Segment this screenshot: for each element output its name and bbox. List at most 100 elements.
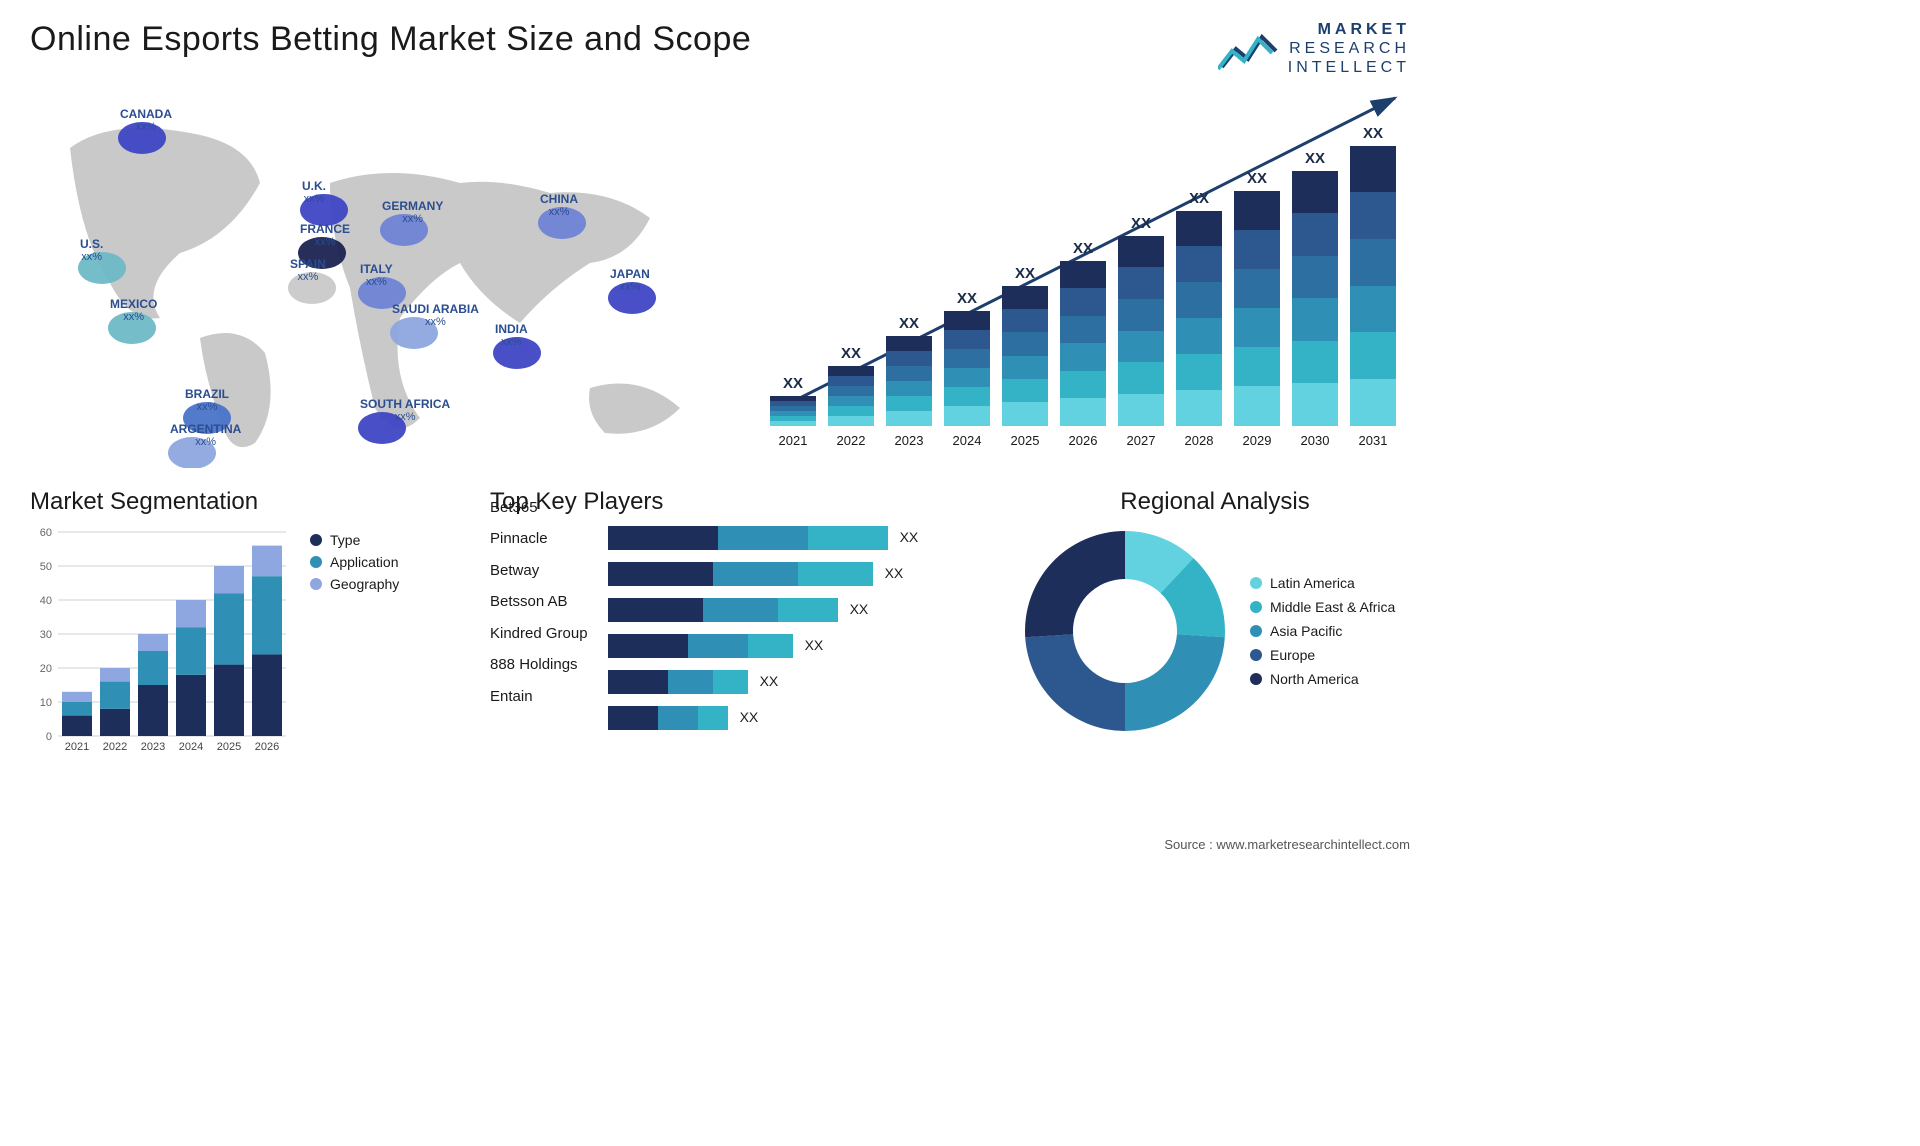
kp-item-bet365: Bet365 [490, 492, 588, 524]
kp-item-kindred-group: Kindred Group [490, 618, 588, 650]
map-label-argentina: ARGENTINAxx% [170, 423, 241, 448]
svg-text:2023: 2023 [141, 741, 165, 753]
growth-bar-2027 [1118, 236, 1164, 426]
kp-value-5: XX [740, 709, 759, 725]
kp-item-pinnacle: Pinnacle [490, 523, 588, 555]
kp-bar-3 [608, 634, 793, 658]
growth-year-2022: 2022 [828, 433, 874, 448]
growth-year-2023: 2023 [886, 433, 932, 448]
map-label-japan: JAPANxx% [610, 268, 650, 293]
regional-legend: Latin AmericaMiddle East & AfricaAsia Pa… [1250, 567, 1395, 695]
growth-value-2025: XX [1002, 265, 1048, 282]
growth-bar-2031 [1350, 146, 1396, 426]
logo-line2: RESEARCH [1288, 39, 1410, 58]
map-label-spain: SPAINxx% [290, 258, 326, 283]
growth-value-2028: XX [1176, 190, 1222, 207]
growth-bar-2024 [944, 311, 990, 426]
map-label-germany: GERMANYxx% [382, 200, 443, 225]
growth-year-2031: 2031 [1350, 433, 1396, 448]
svg-text:0: 0 [46, 731, 52, 743]
segmentation-legend: Type Application Geography [310, 526, 399, 756]
seg-legend-type: Type [310, 532, 399, 548]
map-label-india: INDIAxx% [495, 323, 528, 348]
growth-year-2030: 2030 [1292, 433, 1338, 448]
growth-year-2025: 2025 [1002, 433, 1048, 448]
regional-panel: Regional Analysis Latin AmericaMiddle Ea… [1020, 488, 1410, 756]
svg-text:2024: 2024 [179, 741, 203, 753]
seg-legend-geography: Geography [310, 576, 399, 592]
growth-year-2024: 2024 [944, 433, 990, 448]
map-label-south-africa: SOUTH AFRICAxx% [360, 398, 450, 423]
growth-value-2026: XX [1060, 240, 1106, 257]
kp-value-0: XX [900, 529, 919, 545]
page-title: Online Esports Betting Market Size and S… [30, 20, 751, 59]
growth-bar-2025 [1002, 286, 1048, 426]
growth-bar-2022 [828, 366, 874, 426]
growth-value-2022: XX [828, 345, 874, 362]
regional-donut [1020, 526, 1230, 736]
growth-value-2027: XX [1118, 215, 1164, 232]
growth-year-2021: 2021 [770, 433, 816, 448]
world-map: CANADAxx% U.S.xx% MEXICOxx% BRAZILxx% ARGENT… [30, 88, 730, 468]
svg-text:60: 60 [40, 527, 52, 539]
map-label-brazil: BRAZILxx% [185, 388, 229, 413]
svg-text:2025: 2025 [217, 741, 241, 753]
kp-value-3: XX [805, 637, 824, 653]
brand-logo: MARKET RESEARCH INTELLECT [1218, 20, 1410, 78]
kp-value-1: XX [885, 565, 904, 581]
svg-text:50: 50 [40, 561, 52, 573]
source-attribution: Source : www.marketresearchintellect.com [1164, 837, 1410, 852]
regional-title: Regional Analysis [1020, 488, 1410, 516]
map-label-u-s-: U.S.xx% [80, 238, 103, 263]
kp-item-betway: Betway [490, 555, 588, 587]
map-label-france: FRANCExx% [300, 223, 350, 248]
growth-value-2023: XX [886, 315, 932, 332]
kp-value-2: XX [850, 601, 869, 617]
growth-year-2029: 2029 [1234, 433, 1280, 448]
growth-chart: XX 2021 XX 2022 XX 2023 XX 2024 XX 2025 XX 2026 XX 20… [770, 88, 1410, 448]
key-players-list: Bet365PinnacleBetwayBetsson ABKindred Gr… [490, 492, 588, 756]
growth-value-2029: XX [1234, 170, 1280, 187]
growth-bar-2023 [886, 336, 932, 426]
map-label-saudi-arabia: SAUDI ARABIAxx% [392, 303, 479, 328]
growth-year-2027: 2027 [1118, 433, 1164, 448]
growth-bar-2030 [1292, 171, 1338, 426]
key-players-chart: XXXXXXXXXXXX [608, 526, 948, 756]
map-label-mexico: MEXICOxx% [110, 298, 157, 323]
svg-text:2022: 2022 [103, 741, 127, 753]
region-north-america: North America [1250, 671, 1395, 687]
growth-bar-2028 [1176, 211, 1222, 426]
kp-item-entain: Entain [490, 681, 588, 713]
map-label-u-k-: U.K.xx% [302, 180, 326, 205]
growth-year-2028: 2028 [1176, 433, 1222, 448]
growth-value-2031: XX [1350, 125, 1396, 142]
growth-year-2026: 2026 [1060, 433, 1106, 448]
kp-item-betsson-ab: Betsson AB [490, 586, 588, 618]
seg-legend-application: Application [310, 554, 399, 570]
map-label-italy: ITALYxx% [360, 263, 393, 288]
kp-bar-0 [608, 526, 888, 550]
segmentation-panel: Market Segmentation 0 10 20 30 40 50 60 2021 202… [30, 488, 460, 756]
segmentation-title: Market Segmentation [30, 488, 460, 516]
growth-value-2030: XX [1292, 150, 1338, 167]
svg-text:30: 30 [40, 629, 52, 641]
kp-bar-5 [608, 706, 728, 730]
growth-bar-2026 [1060, 261, 1106, 426]
logo-line3: INTELLECT [1288, 58, 1410, 77]
svg-text:2021: 2021 [65, 741, 89, 753]
map-label-china: CHINAxx% [540, 193, 578, 218]
svg-text:20: 20 [40, 663, 52, 675]
svg-text:40: 40 [40, 595, 52, 607]
region-europe: Europe [1250, 647, 1395, 663]
growth-bar-2021 [770, 396, 816, 426]
growth-bar-2029 [1234, 191, 1280, 426]
svg-text:10: 10 [40, 697, 52, 709]
kp-bar-2 [608, 598, 838, 622]
region-asia-pacific: Asia Pacific [1250, 623, 1395, 639]
logo-line1: MARKET [1288, 20, 1410, 39]
kp-bar-1 [608, 562, 873, 586]
region-latin-america: Latin America [1250, 575, 1395, 591]
map-label-canada: CANADAxx% [120, 108, 172, 133]
segmentation-chart: 0102030405060202120222023202420252026 [30, 526, 290, 756]
growth-value-2021: XX [770, 375, 816, 392]
